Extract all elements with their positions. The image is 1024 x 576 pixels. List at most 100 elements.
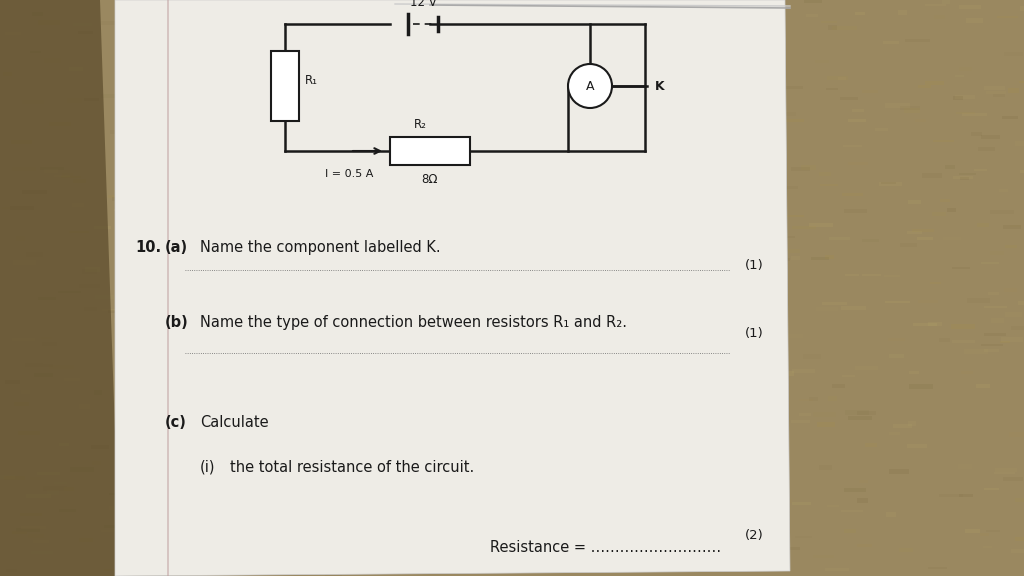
Bar <box>94 295 115 299</box>
Bar <box>719 365 732 369</box>
Bar <box>749 28 770 31</box>
Bar <box>625 24 640 29</box>
Bar <box>328 58 342 60</box>
Bar <box>10 206 34 210</box>
Bar <box>108 310 120 313</box>
Bar <box>263 108 279 113</box>
Bar <box>666 297 684 300</box>
Bar <box>595 427 616 430</box>
Bar <box>313 463 326 466</box>
Bar <box>553 291 567 296</box>
Bar <box>433 0 441 2</box>
Bar <box>539 295 549 298</box>
Bar <box>359 233 374 236</box>
Bar <box>144 340 158 342</box>
Bar <box>318 10 330 12</box>
Bar <box>449 55 473 58</box>
Bar <box>518 208 527 211</box>
Bar <box>428 308 453 310</box>
Bar <box>163 64 184 68</box>
Bar <box>354 483 362 487</box>
Bar <box>967 18 983 23</box>
Bar <box>423 166 441 170</box>
Bar <box>44 169 58 173</box>
Bar <box>625 169 646 173</box>
Bar <box>654 23 677 26</box>
Bar <box>484 225 506 227</box>
Bar <box>578 313 597 316</box>
Bar <box>633 377 655 379</box>
Bar <box>659 271 680 273</box>
Bar <box>426 296 434 299</box>
Bar <box>280 297 289 301</box>
Bar <box>605 415 623 418</box>
Bar <box>557 437 577 441</box>
Bar <box>1000 340 1010 343</box>
Bar <box>548 471 561 473</box>
Bar <box>669 381 686 385</box>
Bar <box>293 266 309 270</box>
Bar <box>626 181 640 185</box>
Bar <box>534 370 553 374</box>
Bar <box>952 267 970 270</box>
Bar <box>129 473 151 478</box>
Bar <box>74 179 86 183</box>
Bar <box>724 130 733 134</box>
Bar <box>965 529 980 533</box>
Bar <box>504 459 523 464</box>
Bar <box>327 51 336 55</box>
Bar <box>769 137 778 141</box>
Bar <box>799 414 811 416</box>
Bar <box>957 464 972 469</box>
Bar <box>125 501 147 504</box>
Bar <box>603 220 623 223</box>
Bar <box>239 213 260 216</box>
Bar <box>359 364 381 367</box>
Bar <box>621 431 634 434</box>
Bar <box>685 37 702 41</box>
Text: A: A <box>586 79 594 93</box>
Bar <box>735 75 746 79</box>
Bar <box>104 569 120 571</box>
Bar <box>540 348 559 350</box>
Bar <box>381 32 406 35</box>
Bar <box>956 112 976 115</box>
Bar <box>13 260 36 265</box>
Bar <box>638 382 647 385</box>
Bar <box>712 267 727 270</box>
Bar <box>635 146 646 149</box>
Bar <box>136 480 161 484</box>
Bar <box>519 336 541 340</box>
Bar <box>217 191 232 194</box>
Bar <box>840 97 858 100</box>
Bar <box>498 555 514 560</box>
Bar <box>926 4 946 6</box>
Bar <box>984 86 1005 89</box>
Text: R₂: R₂ <box>414 118 426 131</box>
Bar <box>967 298 989 303</box>
Bar <box>563 349 574 352</box>
Bar <box>822 302 847 305</box>
Bar <box>700 217 724 221</box>
Bar <box>652 142 664 145</box>
Bar <box>831 384 845 388</box>
Bar <box>226 448 249 450</box>
Bar <box>848 416 872 419</box>
Bar <box>908 421 916 426</box>
Bar <box>1015 141 1024 146</box>
Bar <box>306 60 314 63</box>
Bar <box>724 358 738 361</box>
Bar <box>535 248 551 252</box>
Bar <box>796 536 812 539</box>
Bar <box>43 364 52 366</box>
Bar <box>79 283 100 287</box>
Bar <box>418 478 436 483</box>
Bar <box>351 442 366 445</box>
Bar <box>117 185 133 189</box>
Bar <box>128 179 143 181</box>
Bar <box>754 278 776 281</box>
Bar <box>494 355 513 358</box>
Bar <box>84 307 97 311</box>
Bar <box>144 471 161 475</box>
Bar <box>3 72 12 76</box>
